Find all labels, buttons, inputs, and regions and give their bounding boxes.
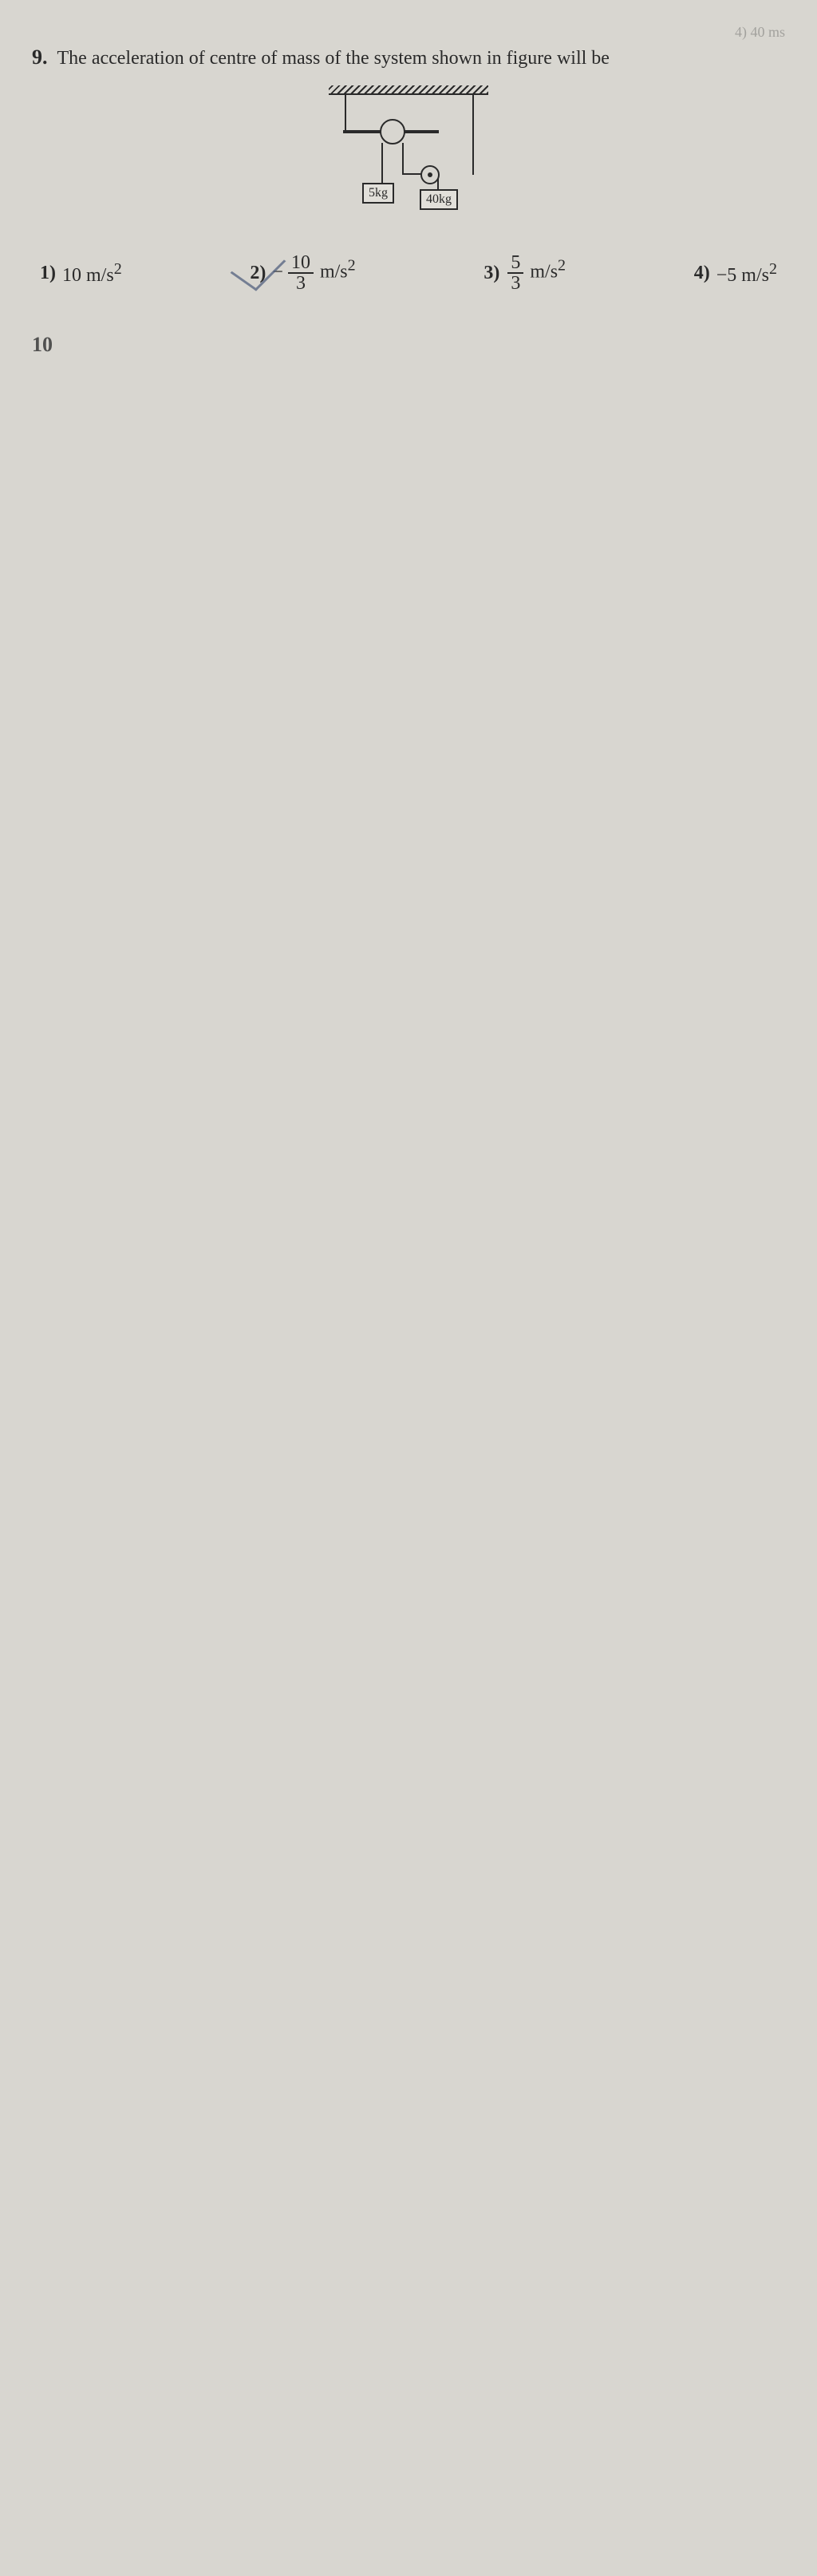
faded-header-text: 4) 40 ms [32, 24, 785, 41]
rope-segment [402, 143, 404, 175]
pulley-small [420, 165, 440, 184]
option-1: 1) 10 m/s2 [40, 260, 122, 287]
negative-sign: − [272, 262, 283, 283]
question-number: 9. [32, 46, 48, 69]
fraction: 5 3 [507, 253, 523, 293]
support-strut-left [345, 95, 346, 132]
option-value: − 10 3 m/s2 [272, 253, 355, 293]
option-label: 1) [40, 263, 56, 284]
option-2: 2) − 10 3 m/s2 [250, 253, 355, 293]
option-3: 3) 5 3 m/s2 [483, 253, 566, 293]
unit: m/s [320, 262, 348, 283]
figure-container: 5kg 40kg [32, 85, 785, 229]
pulley-large [380, 119, 405, 144]
options-row: 1) 10 m/s2 2) − 10 3 m/s2 3) 5 3 m/s2 4)… [32, 253, 785, 293]
numerator: 10 [288, 253, 314, 274]
superscript: 2 [769, 260, 777, 278]
superscript: 2 [114, 260, 122, 278]
option-text: −5 m/s [716, 265, 769, 286]
option-value: −5 m/s2 [716, 260, 777, 287]
unit: m/s [530, 262, 558, 283]
next-question-number: 10 [32, 333, 785, 357]
superscript: 2 [348, 257, 356, 275]
option-label-checked: 2) [250, 263, 266, 284]
option-label: 3) [483, 263, 499, 284]
option-text: 10 m/s [62, 265, 114, 286]
denominator: 3 [507, 274, 523, 293]
option-label: 4) [694, 263, 710, 284]
question-body: The acceleration of centre of mass of th… [57, 48, 610, 69]
mass-box-5kg: 5kg [362, 183, 394, 204]
numerator: 5 [507, 253, 523, 274]
rope-segment [381, 143, 383, 183]
support-strut-right [472, 95, 474, 175]
superscript: 2 [558, 257, 566, 275]
ceiling-hatch [329, 85, 488, 95]
fraction: 10 3 [288, 253, 314, 293]
pulley-figure: 5kg 40kg [313, 85, 504, 229]
option-4: 4) −5 m/s2 [694, 260, 777, 287]
option-value: 5 3 m/s2 [506, 253, 566, 293]
option-value: 10 m/s2 [62, 260, 122, 287]
denominator: 3 [293, 274, 309, 293]
mass-box-40kg: 40kg [420, 189, 458, 210]
question-row: 9. The acceleration of centre of mass of… [32, 46, 785, 69]
